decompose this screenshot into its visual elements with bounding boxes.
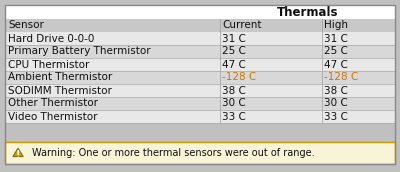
Text: Thermals: Thermals xyxy=(277,6,338,19)
Bar xyxy=(5,19,395,32)
Text: CPU Thermistor: CPU Thermistor xyxy=(8,60,89,69)
Text: 47 C: 47 C xyxy=(222,60,246,69)
Bar xyxy=(5,110,395,123)
Text: 30 C: 30 C xyxy=(222,99,246,109)
Text: 47 C: 47 C xyxy=(324,60,348,69)
Bar xyxy=(5,142,395,164)
Text: 33 C: 33 C xyxy=(324,111,348,121)
Text: Video Thermistor: Video Thermistor xyxy=(8,111,98,121)
Text: 30 C: 30 C xyxy=(324,99,348,109)
Text: Hard Drive 0-0-0: Hard Drive 0-0-0 xyxy=(8,34,94,44)
Text: 38 C: 38 C xyxy=(222,85,246,95)
Text: -128 C: -128 C xyxy=(222,73,256,83)
Text: 25 C: 25 C xyxy=(324,46,348,56)
Text: High: High xyxy=(324,20,348,30)
Text: Current: Current xyxy=(222,20,262,30)
Text: SODIMM Thermistor: SODIMM Thermistor xyxy=(8,85,112,95)
Text: 25 C: 25 C xyxy=(222,46,246,56)
Text: Ambient Thermistor: Ambient Thermistor xyxy=(8,73,112,83)
Bar xyxy=(5,97,395,110)
Bar xyxy=(5,45,395,58)
Polygon shape xyxy=(13,148,23,157)
Text: !: ! xyxy=(16,149,20,159)
Bar xyxy=(5,32,395,45)
Text: 31 C: 31 C xyxy=(324,34,348,44)
Text: Warning: One or more thermal sensors were out of range.: Warning: One or more thermal sensors wer… xyxy=(32,148,315,158)
Text: -128 C: -128 C xyxy=(324,73,358,83)
Bar xyxy=(5,5,395,123)
Text: 33 C: 33 C xyxy=(222,111,246,121)
Text: Other Thermistor: Other Thermistor xyxy=(8,99,98,109)
Bar xyxy=(5,58,395,71)
Text: Primary Battery Thermistor: Primary Battery Thermistor xyxy=(8,46,151,56)
Text: 38 C: 38 C xyxy=(324,85,348,95)
Text: 31 C: 31 C xyxy=(222,34,246,44)
Bar xyxy=(5,84,395,97)
Bar xyxy=(5,71,395,84)
Text: Sensor: Sensor xyxy=(8,20,44,30)
